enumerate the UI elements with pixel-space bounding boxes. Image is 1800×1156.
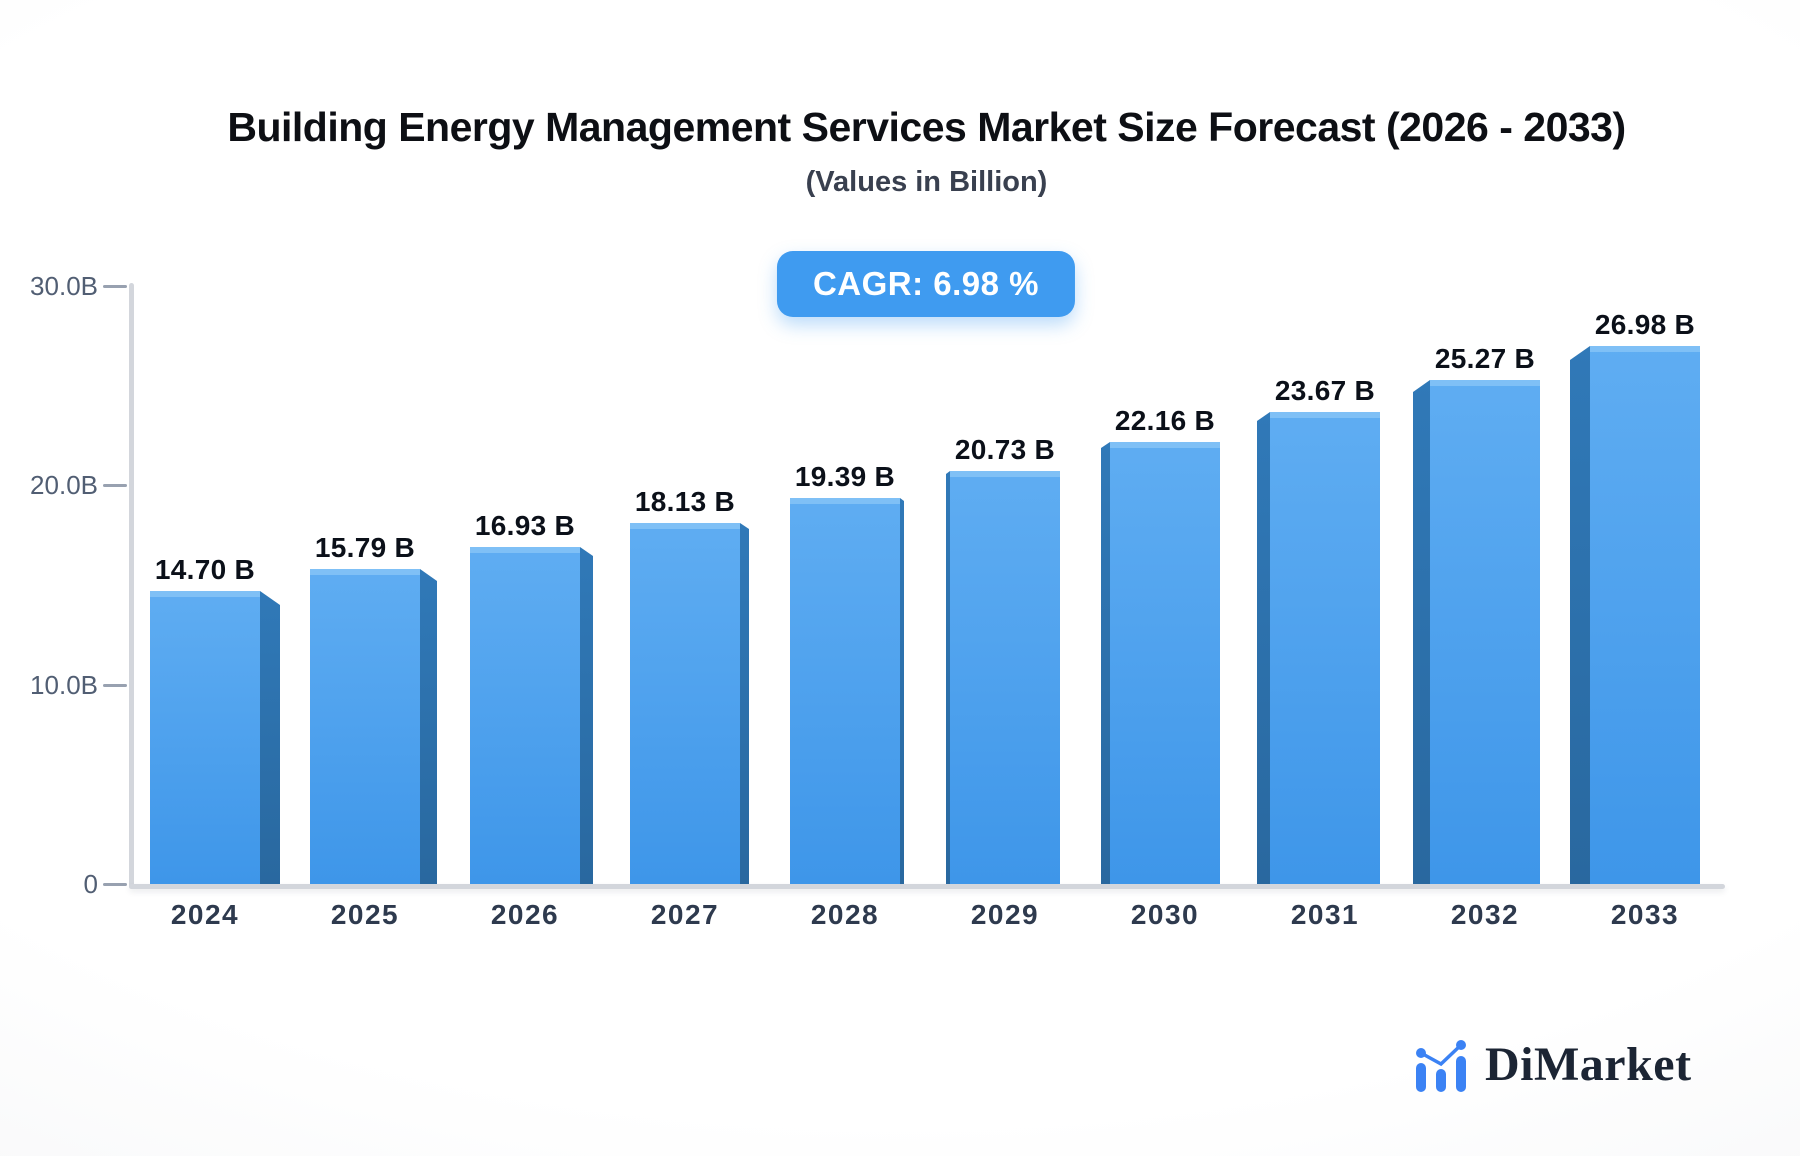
x-axis-label-2024: 2024 xyxy=(170,899,240,930)
bar-front-face xyxy=(1270,412,1380,884)
bar-value-label: 14.70 B xyxy=(154,554,256,585)
x-axis-label-2030: 2030 xyxy=(1130,899,1200,930)
bar-side-face xyxy=(1257,412,1270,884)
bar-front-face xyxy=(790,498,900,884)
x-axis-label-2025: 2025 xyxy=(330,899,400,930)
bar-2026[interactable] xyxy=(470,547,593,884)
bar-value-label: 25.27 B xyxy=(1434,343,1536,374)
bar-front-face xyxy=(310,569,420,884)
bar-2033[interactable] xyxy=(1570,346,1700,884)
bar-value-label: 16.93 B xyxy=(474,510,576,541)
mini-bar-chart-trend-icon xyxy=(1412,1035,1472,1095)
y-axis-tick xyxy=(103,285,127,289)
bar-side-face xyxy=(740,523,749,884)
y-axis-tick xyxy=(103,883,127,886)
x-axis-label-2026: 2026 xyxy=(490,899,560,930)
x-axis-label-2028: 2028 xyxy=(810,899,880,930)
plot-area: 14.70 B 15.79 B 16.93 B 18.13 B 19.39 B 20.73… xyxy=(131,286,1722,884)
chart-subtitle: (Values in Billion) xyxy=(805,166,1048,198)
bar-2025[interactable] xyxy=(310,569,437,884)
bar-side-face xyxy=(1101,442,1110,884)
bar-2027[interactable] xyxy=(630,523,749,884)
bar-front-face xyxy=(950,471,1060,884)
bar-2031[interactable] xyxy=(1257,412,1380,884)
bar-side-face xyxy=(946,471,950,884)
bar-front-face xyxy=(630,523,740,884)
x-axis-line xyxy=(129,884,1725,889)
brand-logo: DiMarket xyxy=(1412,1033,1692,1097)
bar-side-face xyxy=(900,498,904,884)
bar-front-face xyxy=(1430,380,1540,884)
y-axis-label: 10.0B xyxy=(30,669,98,700)
y-axis-tick xyxy=(103,683,127,687)
y-axis-line xyxy=(129,283,134,889)
bar-value-label: 19.39 B xyxy=(794,461,896,492)
bar-front-face xyxy=(1590,346,1700,884)
bar-side-face xyxy=(260,591,280,884)
x-axis-label-2031: 2031 xyxy=(1290,899,1360,930)
x-axis-label-2032: 2032 xyxy=(1450,899,1520,930)
bar-front-face xyxy=(470,547,580,884)
x-axis-label-2033: 2033 xyxy=(1610,899,1680,930)
bar-value-label: 15.79 B xyxy=(314,532,416,563)
bar-value-label: 20.73 B xyxy=(954,434,1056,465)
bar-2030[interactable] xyxy=(1101,442,1220,884)
x-axis-label-2029: 2029 xyxy=(970,899,1040,930)
bar-front-face xyxy=(1110,442,1220,884)
bar-side-face xyxy=(1570,346,1590,884)
bar-2024[interactable] xyxy=(150,591,280,884)
cagr-badge: CAGR: 6.98 % xyxy=(776,251,1076,317)
x-axis-label-2027: 2027 xyxy=(650,899,720,930)
bar-2028[interactable] xyxy=(790,498,904,884)
brand-name: DiMarket xyxy=(1485,1038,1692,1091)
bar-value-label: 22.16 B xyxy=(1114,405,1216,436)
chart-title: Building Energy Management Services Mark… xyxy=(227,104,1626,150)
bar-2029[interactable] xyxy=(946,471,1060,884)
bar-value-label: 23.67 B xyxy=(1274,375,1376,406)
bar-side-face xyxy=(580,547,593,884)
y-axis-tick xyxy=(103,484,127,488)
bar-value-label: 18.13 B xyxy=(634,486,736,517)
y-axis-label: 30.0B xyxy=(30,271,98,302)
bar-front-face xyxy=(150,591,260,884)
y-axis-label: 0 xyxy=(83,869,98,899)
y-axis-label: 20.0B xyxy=(30,470,98,501)
bar-side-face xyxy=(1413,380,1430,884)
bar-value-label: 26.98 B xyxy=(1594,309,1696,340)
bar-side-face xyxy=(420,569,437,884)
bar-2032[interactable] xyxy=(1413,380,1540,884)
